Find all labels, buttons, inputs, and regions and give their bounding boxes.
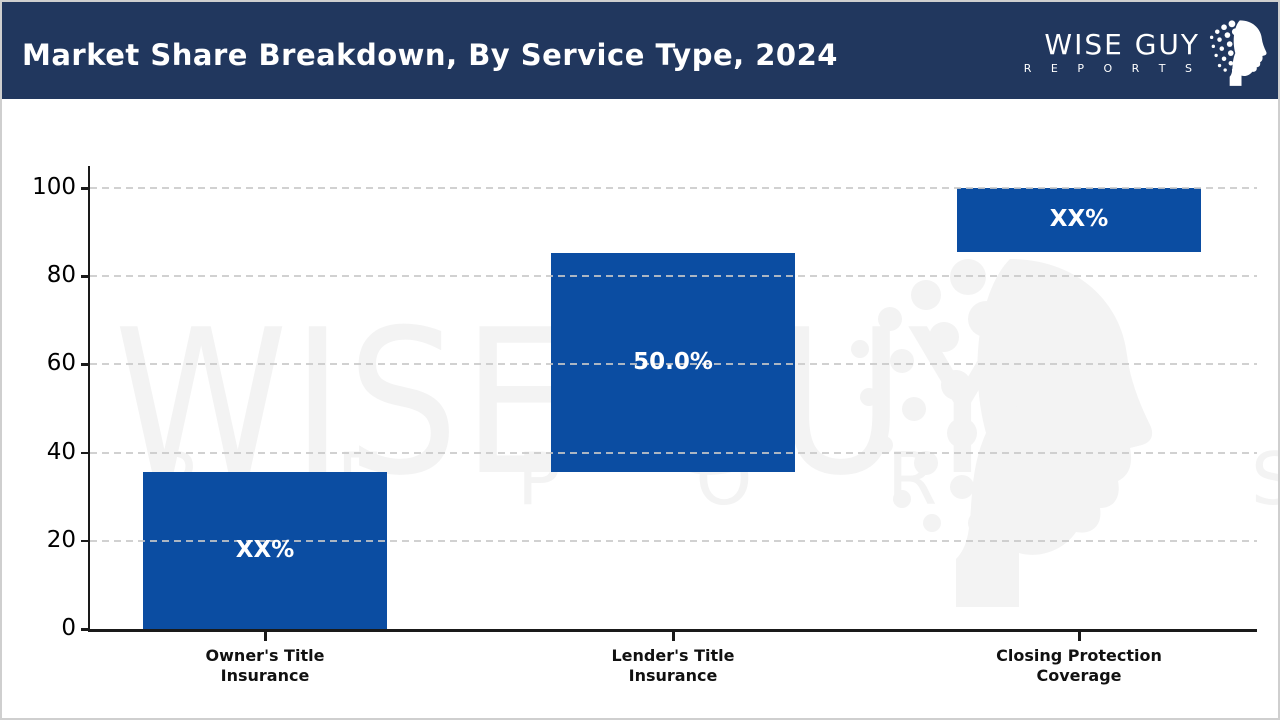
header-banner: Market Share Breakdown, By Service Type,…	[2, 2, 1278, 99]
logo-sub-text: R E P O R T S	[1023, 61, 1200, 75]
y-axis-tick-label: 20	[46, 526, 76, 553]
y-axis-tick	[81, 275, 90, 278]
x-category-label: Owner's Title Insurance	[115, 646, 415, 686]
y-axis-tick	[81, 187, 90, 190]
dotted-head-icon	[1209, 20, 1267, 86]
gridline	[90, 187, 1257, 189]
watermark-head-icon	[851, 259, 1153, 607]
wise-guy-reports-logo: WISE GUY R E P O R T S	[1024, 10, 1268, 94]
x-category-label-line: Closing Protection	[996, 646, 1162, 665]
bar-value-label: XX%	[1049, 205, 1109, 232]
y-axis-tick-label: 40	[46, 438, 76, 465]
x-category-label-line: Coverage	[1036, 666, 1122, 685]
x-category-label: Closing Protection Coverage	[929, 646, 1229, 686]
x-category-label-line: Insurance	[220, 666, 310, 685]
gridline	[90, 539, 1257, 542]
logo-name-text: WISE GUY	[1044, 27, 1200, 61]
y-axis-tick	[81, 451, 90, 455]
x-category-label-line: Insurance	[628, 666, 718, 685]
y-axis-tick-label: 0	[61, 615, 76, 641]
y-axis-line	[87, 166, 90, 632]
x-category-label-line: Owner's Title	[205, 646, 325, 665]
y-axis-tick-label: 80	[46, 262, 76, 289]
x-axis-line	[87, 629, 1257, 632]
market-share-bar	[143, 472, 387, 629]
logo-text: WISE GUY R E P O R T S	[1023, 27, 1200, 75]
y-axis-tick-label: 100	[32, 174, 76, 200]
y-axis-tick	[81, 539, 90, 543]
x-category-label-line: Lender's Title	[611, 646, 735, 665]
y-axis-tick	[81, 628, 90, 631]
x-category-label: Lender's Title Insurance	[523, 646, 823, 686]
gridline	[90, 275, 1257, 278]
x-axis-tick	[1078, 631, 1081, 641]
market-share-bar	[551, 252, 795, 473]
x-axis-tick	[264, 631, 267, 641]
plot-area: XX% 50.0% XX% 0 20 40 60 80 100 Owner's Title Insu…	[2, 99, 1278, 718]
market-share-chart: WISE GUY R E P O R T S XX% 50.0% XX% 0 20 40 6…	[2, 99, 1278, 718]
y-axis-tick-label: 60	[46, 350, 76, 377]
y-axis-tick	[81, 363, 90, 366]
gridline	[90, 451, 1257, 454]
bar-value-label: XX%	[235, 536, 295, 563]
gridline	[90, 363, 1257, 366]
page-title: Market Share Breakdown, By Service Type,…	[22, 38, 838, 72]
x-axis-tick	[672, 631, 675, 641]
market-share-bar	[957, 188, 1201, 252]
bar-value-label: 50.0%	[633, 348, 713, 375]
